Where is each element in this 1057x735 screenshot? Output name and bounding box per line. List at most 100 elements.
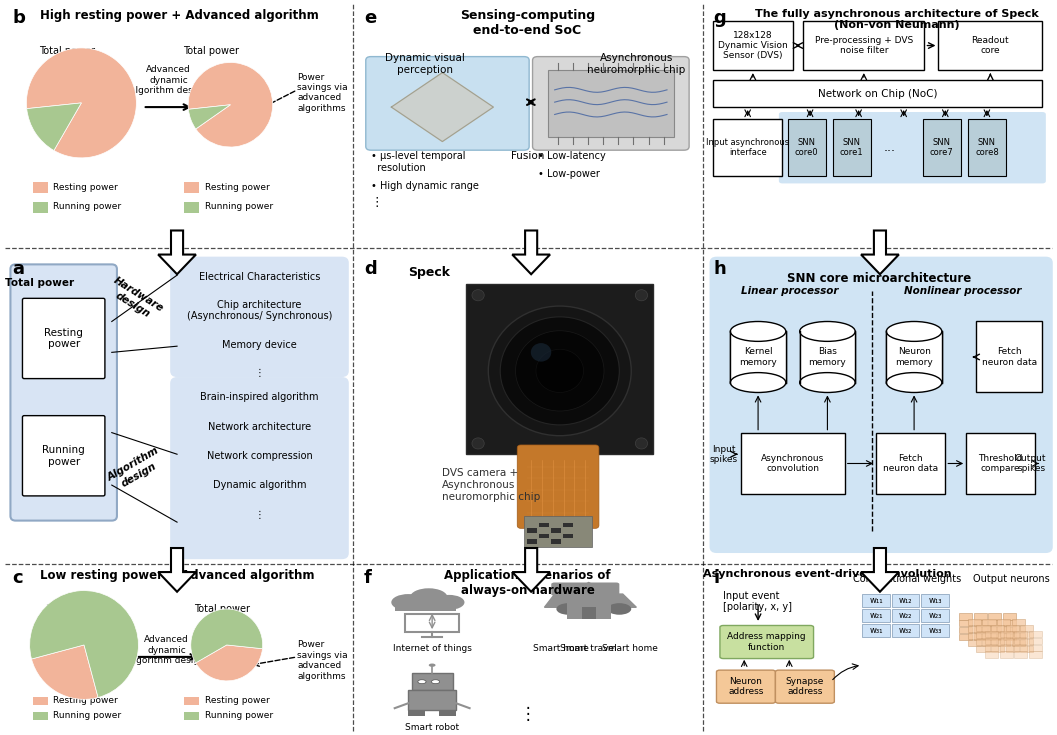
Bar — [982, 619, 996, 625]
Polygon shape — [159, 231, 196, 274]
Text: Pre-processing + DVS
noise filter: Pre-processing + DVS noise filter — [815, 36, 913, 55]
Bar — [887, 331, 942, 382]
Circle shape — [433, 595, 464, 610]
Text: Algorithm
design: Algorithm design — [106, 446, 166, 493]
Text: w₃₃: w₃₃ — [928, 626, 942, 635]
Bar — [1020, 639, 1034, 645]
Text: Input
spikes: Input spikes — [709, 445, 738, 464]
Text: Readout
core: Readout core — [971, 36, 1009, 55]
Bar — [968, 633, 981, 639]
Text: ⋮: ⋮ — [255, 368, 264, 378]
Wedge shape — [188, 105, 230, 129]
Bar — [394, 603, 456, 611]
Bar — [968, 640, 981, 646]
Ellipse shape — [730, 373, 785, 392]
Text: Threshold
compare: Threshold compare — [979, 453, 1023, 473]
Bar — [1028, 645, 1042, 650]
Bar — [997, 633, 1010, 639]
Text: Speck: Speck — [408, 266, 450, 279]
Text: Internet of things: Internet of things — [393, 644, 471, 653]
Bar — [991, 632, 1004, 638]
Bar — [408, 710, 425, 717]
Text: ...: ... — [884, 141, 896, 154]
Bar — [1012, 633, 1024, 639]
Bar — [563, 534, 573, 538]
Bar — [988, 613, 1001, 620]
Text: Running power: Running power — [53, 202, 122, 211]
Text: Dynamic visual
perception: Dynamic visual perception — [386, 53, 465, 74]
FancyBboxPatch shape — [776, 670, 834, 703]
Bar — [887, 331, 942, 382]
Text: Asynchronous
neuromorphic chip: Asynchronous neuromorphic chip — [588, 53, 686, 74]
Text: Smart home: Smart home — [601, 644, 657, 653]
FancyBboxPatch shape — [517, 445, 599, 528]
Circle shape — [635, 438, 648, 449]
Bar — [988, 620, 1001, 626]
Bar — [1020, 645, 1034, 652]
Bar — [968, 119, 1006, 176]
Text: ⋮: ⋮ — [519, 705, 536, 723]
Circle shape — [556, 603, 580, 614]
Bar — [33, 698, 49, 705]
Ellipse shape — [730, 321, 785, 341]
FancyBboxPatch shape — [170, 257, 349, 377]
Bar — [891, 594, 920, 607]
Text: Asynchronous
convolution: Asynchronous convolution — [761, 453, 824, 473]
Ellipse shape — [887, 373, 942, 392]
Text: Total power: Total power — [193, 604, 249, 614]
Circle shape — [635, 290, 648, 301]
Bar — [730, 331, 785, 382]
Circle shape — [608, 603, 631, 614]
Text: Resting power: Resting power — [53, 696, 118, 705]
Text: Network architecture: Network architecture — [208, 422, 311, 432]
Wedge shape — [196, 645, 262, 681]
Bar — [1003, 620, 1016, 626]
Polygon shape — [513, 548, 550, 592]
Text: Chip architecture
(Asynchronous/ Synchronous): Chip architecture (Asynchronous/ Synchro… — [187, 300, 332, 321]
Bar — [524, 516, 592, 547]
Polygon shape — [861, 548, 898, 592]
Text: • High dynamic range: • High dynamic range — [371, 181, 479, 191]
Bar — [1015, 651, 1027, 658]
Bar — [1005, 632, 1019, 638]
Text: Running power: Running power — [204, 202, 273, 211]
Text: High resting power + Advanced algorithm: High resting power + Advanced algorithm — [40, 9, 318, 21]
Bar — [1005, 639, 1019, 645]
Text: • Low-latency: • Low-latency — [538, 151, 606, 162]
Circle shape — [531, 343, 552, 362]
Bar — [891, 624, 920, 637]
Text: Smart home: Smart home — [533, 644, 589, 653]
Text: Hardware
design: Hardware design — [106, 276, 166, 324]
Text: SNN
core7: SNN core7 — [930, 138, 953, 157]
Bar — [803, 21, 925, 70]
FancyBboxPatch shape — [552, 582, 619, 595]
Bar — [184, 182, 200, 193]
Text: Asynchronous event-driven convolution: Asynchronous event-driven convolution — [703, 569, 951, 579]
Ellipse shape — [800, 373, 855, 392]
Bar — [959, 627, 972, 634]
Ellipse shape — [800, 321, 855, 341]
Text: Resting power: Resting power — [53, 182, 118, 192]
Text: Nonlinear processor: Nonlinear processor — [904, 286, 1021, 295]
Text: Applications scenarios of
always-on hardware: Applications scenarios of always-on hard… — [444, 569, 611, 598]
Text: w₃₁: w₃₁ — [869, 626, 883, 635]
Circle shape — [391, 594, 425, 611]
Bar — [891, 609, 920, 622]
Text: Neuron
memory: Neuron memory — [895, 348, 933, 367]
Bar — [939, 21, 1042, 70]
Bar — [1000, 645, 1013, 650]
Bar — [184, 202, 200, 213]
Bar — [184, 712, 200, 720]
Circle shape — [472, 290, 484, 301]
Bar — [1003, 634, 1016, 640]
Bar — [985, 637, 999, 644]
Text: Smart travel: Smart travel — [560, 644, 617, 653]
Text: Address mapping
function: Address mapping function — [727, 632, 806, 652]
Wedge shape — [26, 103, 81, 151]
Text: Running power: Running power — [53, 711, 122, 720]
Text: d: d — [364, 259, 377, 278]
Bar — [977, 321, 1042, 392]
Bar — [985, 645, 999, 650]
Polygon shape — [861, 231, 898, 274]
Bar — [552, 528, 561, 533]
